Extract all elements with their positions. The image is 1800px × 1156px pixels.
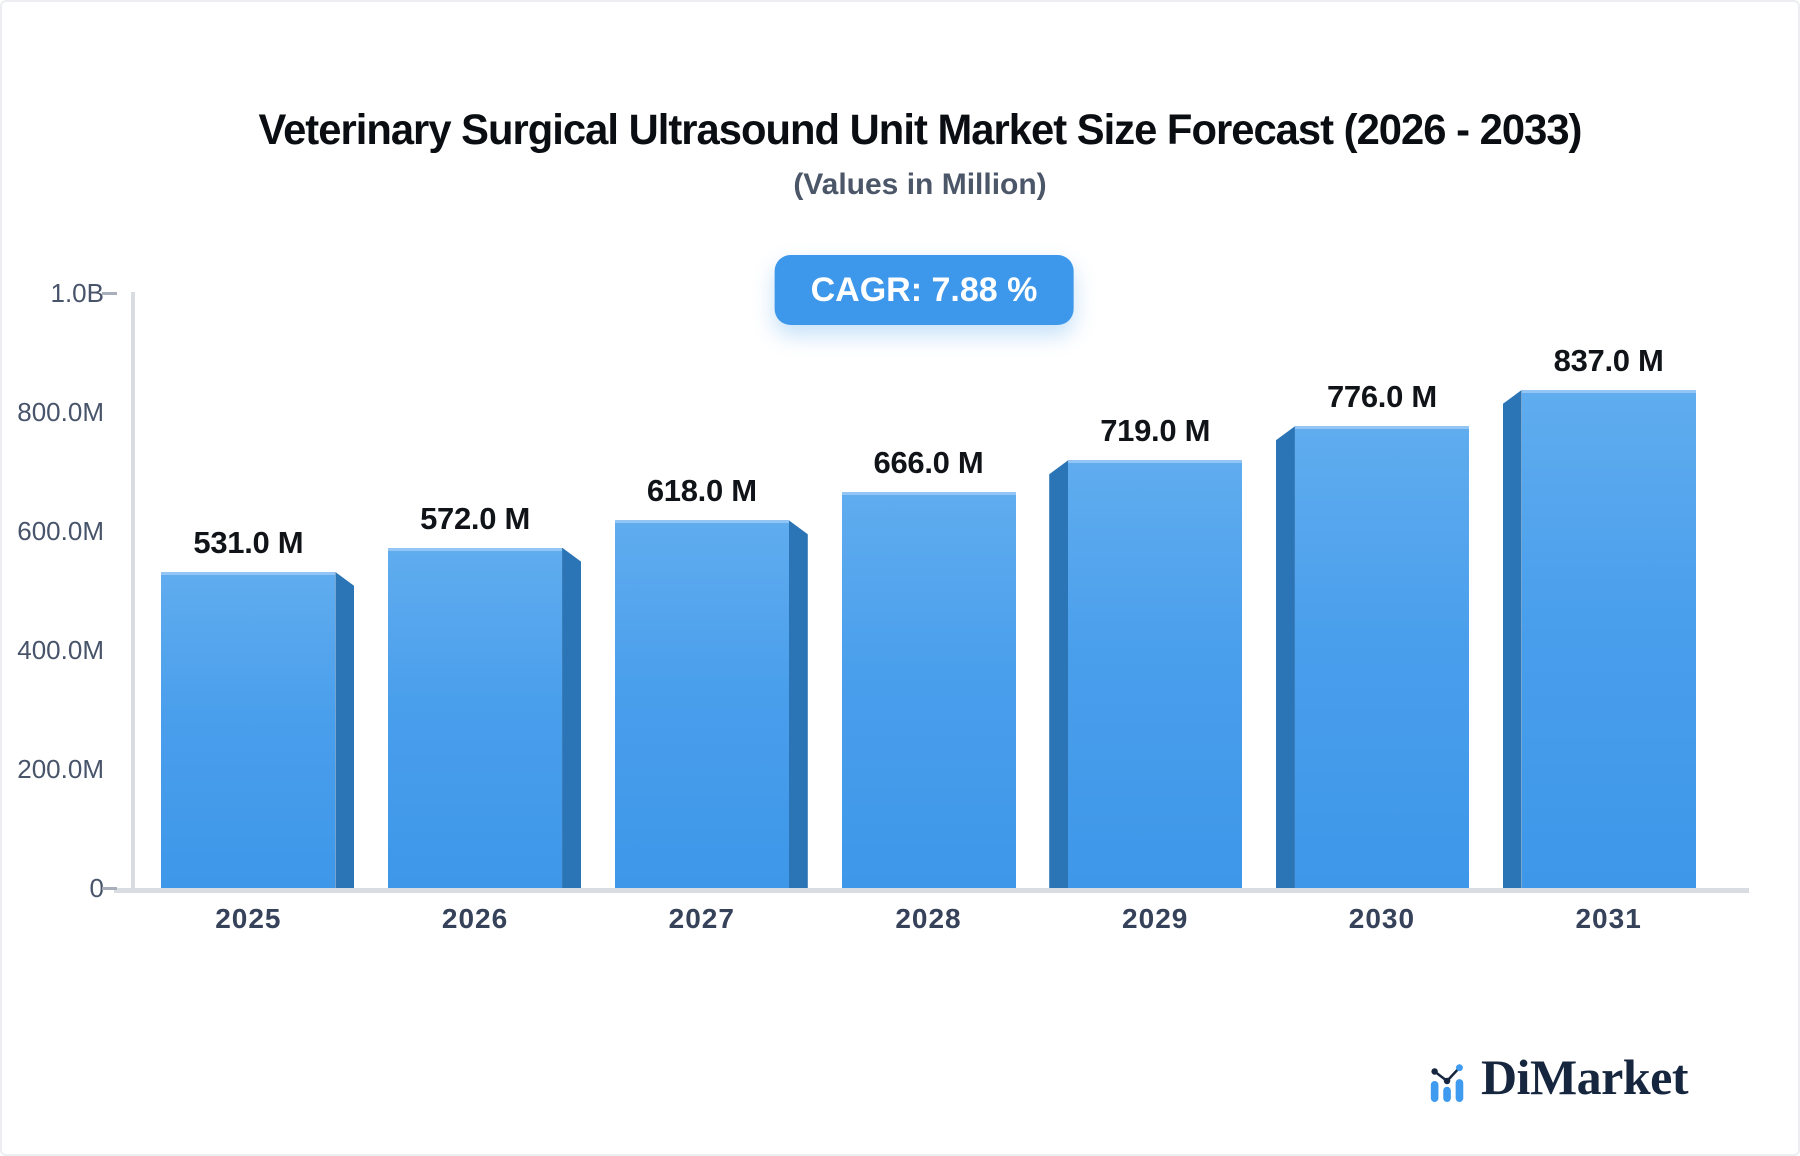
y-axis-tick [102,292,117,295]
bar-value-label: 618.0 M [646,473,757,509]
y-axis-tick [102,887,117,890]
y-axis-label: 400.0M [17,635,104,665]
bar-value-label: 572.0 M [420,500,531,536]
bar-top-highlight [1294,426,1469,430]
chart-title: Veterinary Surgical Ultrasound Unit Mark… [258,106,1583,154]
bar [614,520,789,888]
bar-top-highlight [614,520,789,524]
brand-logo: DiMarket [1429,1049,1689,1105]
x-axis-label: 2030 [1348,903,1416,934]
x-axis-label: 2026 [441,903,509,934]
y-axis-label: 600.0M [17,516,104,546]
bar-3d-side [562,547,582,888]
bar-top-highlight [388,547,563,551]
bar-top-highlight [161,572,336,576]
y-axis-label: 800.0M [17,397,104,427]
bar [388,547,563,888]
x-axis-label: 2029 [1122,903,1189,934]
bar-value-label: 837.0 M [1553,342,1664,378]
bar-top-highlight [1068,460,1243,464]
bar [1294,426,1469,888]
y-axis-line [131,292,135,890]
bar-value-label: 719.0 M [1100,413,1211,449]
bar-3d-side [1275,426,1295,888]
bar-top-highlight [1521,389,1696,393]
bar-3d-side [1049,460,1069,888]
y-axis-label: 200.0M [17,754,104,784]
brand-logo-icon [1430,1064,1464,1102]
bar [841,491,1016,888]
bar-3d-side [1502,389,1522,888]
cagr-badge: CAGR: 7.88 % [774,255,1074,325]
chart-subtitle: (Values in Million) [793,168,1047,201]
y-axis-label: 0 [89,873,104,903]
bar [161,572,336,888]
x-axis-line [114,888,1749,893]
x-axis-label: 2025 [215,903,282,934]
bar-value-label: 666.0 M [873,444,984,480]
bar-value-label: 776.0 M [1326,379,1437,415]
bar [1068,460,1243,888]
bar-top-highlight [841,491,1016,495]
y-axis-label: 1.0B [50,278,105,308]
bar-3d-side [788,520,808,888]
bar-value-label: 531.0 M [193,525,304,561]
bar [1521,389,1696,888]
x-axis-label: 2031 [1575,903,1642,934]
x-axis-label: 2027 [668,903,735,934]
brand-logo-text: DiMarket [1480,1049,1689,1105]
bar-3d-side [335,572,355,888]
x-axis-label: 2028 [895,903,962,934]
